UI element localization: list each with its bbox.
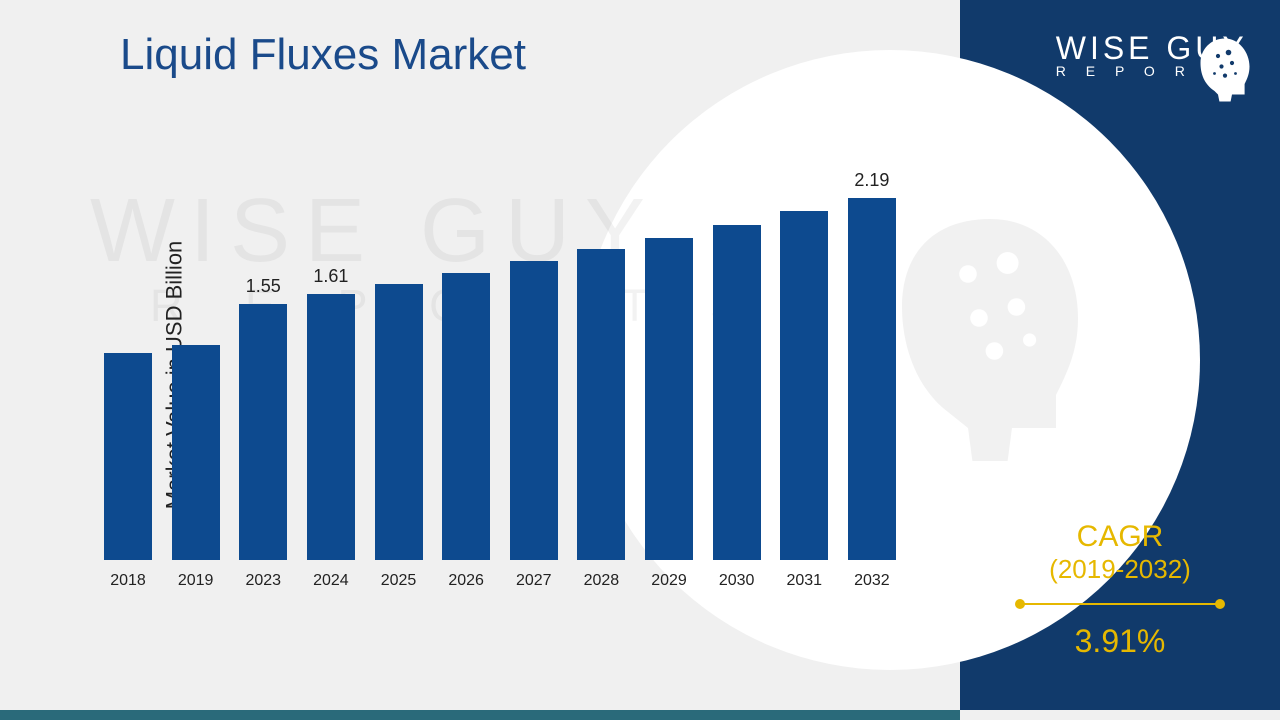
bar-value-label: 2.19 [854, 170, 889, 192]
cagr-divider [1020, 603, 1220, 605]
x-axis-label: 2024 [303, 572, 359, 590]
cagr-value: 3.91% [1000, 623, 1240, 660]
x-axis-label: 2032 [844, 572, 900, 590]
x-axis-label: 2027 [506, 572, 562, 590]
x-axis-label: 2028 [573, 572, 629, 590]
bottom-stripe [0, 710, 960, 720]
bar-value-label: 1.55 [246, 276, 281, 298]
bar [442, 273, 490, 560]
bar-wrap [371, 256, 427, 560]
bar-wrap: 2.19 [844, 170, 900, 560]
cagr-years: (2019-2032) [1000, 554, 1240, 585]
bar-wrap [776, 183, 832, 560]
bar [510, 261, 558, 560]
bar-wrap [573, 221, 629, 560]
bar [577, 249, 625, 560]
x-axis-label: 2031 [776, 572, 832, 590]
bars-container: 1.55 1.61 2.19 [100, 160, 900, 560]
logo-head-icon [1190, 35, 1260, 105]
x-axis-label: 2026 [438, 572, 494, 590]
x-axis-label: 2023 [235, 572, 291, 590]
bar-wrap [438, 245, 494, 560]
x-axis-label: 2029 [641, 572, 697, 590]
x-axis-label: 2019 [168, 572, 224, 590]
bar [375, 284, 423, 560]
bar [780, 211, 828, 560]
bar [239, 304, 287, 560]
bar [172, 345, 220, 560]
bar-wrap [168, 317, 224, 560]
x-axis-labels: 2018 2019 2023 2024 2025 2026 2027 2028 2029 2030… [100, 572, 900, 590]
logo: WISE GUY R E P O R T S [1056, 30, 1250, 79]
cagr-block: CAGR (2019-2032) 3.91% [1000, 520, 1240, 660]
bar-wrap [506, 233, 562, 560]
cagr-label: CAGR [1000, 520, 1240, 554]
bar [713, 225, 761, 560]
bar-wrap [641, 210, 697, 560]
x-axis-label: 2025 [371, 572, 427, 590]
bar [848, 198, 896, 560]
x-axis-label: 2030 [709, 572, 765, 590]
chart-title: Liquid Fluxes Market [120, 30, 526, 80]
bar [104, 353, 152, 560]
bar-wrap: 1.55 [235, 276, 291, 560]
bar-wrap [709, 197, 765, 560]
bar-wrap: 1.61 [303, 266, 359, 560]
chart-area: Market Value in USD Billion 1.551.612.19… [70, 160, 910, 590]
bar-value-label: 1.61 [313, 266, 348, 288]
page-root: WISE GUY R E P O R T S WISE GUY R E P O … [0, 0, 1280, 720]
bar [307, 294, 355, 560]
bar-wrap [100, 325, 156, 560]
x-axis-label: 2018 [100, 572, 156, 590]
bar [645, 238, 693, 560]
